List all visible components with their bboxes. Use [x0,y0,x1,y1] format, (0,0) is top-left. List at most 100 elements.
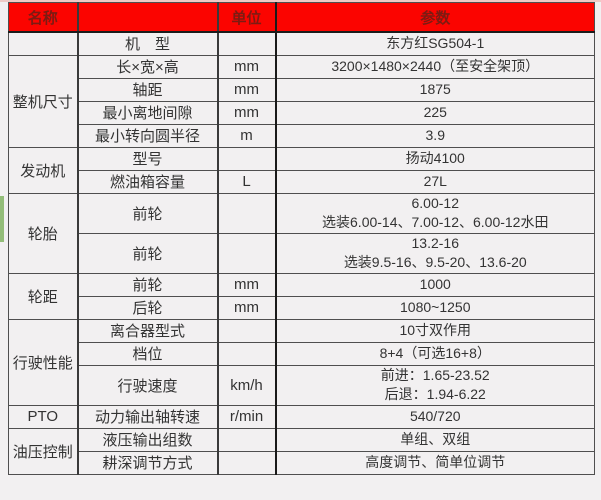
value-line: 单组、双组 [400,431,471,447]
header-row: 名称 单位 参数 [8,2,595,33]
value-cell: 东方红SG504-1 [274,31,595,56]
value-cell: 10寸双作用 [274,318,595,343]
name-cell: 档位 [76,341,218,366]
value-line: 27L [423,173,447,189]
name-cell: 后轮 [76,295,218,320]
value-cell: 540/720 [274,404,595,429]
name-cell: 长×宽×高 [76,54,218,79]
green-strip [0,196,4,242]
value-line: 3200×1480×2440（至安全架顶） [331,58,540,74]
value-cell: 1080~1250 [274,295,595,320]
spec-table: 名称 单位 参数 机 型东方红SG504-1 整机尺寸 长×宽×高 mm 3200×14… [8,2,595,475]
unit-cell [216,427,276,452]
unit-cell: mm [216,54,276,79]
value-line: 8+4（可选16+8） [379,345,491,361]
table-row: 机 型 东方红SG504-1 [8,31,595,56]
name-cell: 前轮 [76,272,218,297]
name-cell: 前轮 [76,192,218,234]
value-cell: 3.9 [274,123,595,148]
unit-cell: r/min [216,404,276,429]
unit-cell [216,146,276,171]
name-cell: 型号 [76,146,218,171]
header-cell-unit: 单位 [216,2,276,33]
name-cell: 离合器型式 [76,318,218,343]
unit-cell [216,232,276,274]
value-cell: 1000 [274,272,595,297]
value-line: 选装6.00-14、7.00-12、6.00-12水田 [322,214,549,230]
value-cell: 8+4（可选16+8） [274,341,595,366]
value-line: 高度调节、简单位调节 [365,454,506,470]
value-line: 后退：1.94-6.22 [384,386,486,402]
table-row: 最小转向圆半径 m 3.9 [9,123,595,148]
value-cell: 单组、双组 [274,427,595,452]
table-row: 档位 8+4（可选16+8） [9,341,595,366]
table-row: 行驶性能 离合器型式 10寸双作用 [8,318,595,406]
value-line: 选装9.5-16、9.5-20、13.6-20 [343,254,527,270]
unit-cell: mm [216,272,276,297]
table-row: 轴距 mm 1875 [9,77,595,102]
table-row: 耕深调节方式 高度调节、简单位调节 [9,450,595,475]
name-cell: 燃油箱容量 [76,169,218,194]
group-cell: 油压控制 [8,427,78,475]
group-cell: 轮胎 [8,192,78,274]
value-line: 1875 [419,81,451,97]
value-line: 540/720 [409,408,461,424]
table-row: 发动机 型号 扬动4100 [8,146,595,194]
unit-cell [216,318,276,343]
name-cell: 液压输出组数 [76,427,218,452]
value-line: 东方红SG504-1 [386,35,485,52]
unit-cell: mm [216,77,276,102]
spec-table-body: 机 型东方红SG504-1 整机尺寸 长×宽×高 mm 3200×1480×2440（至… [8,31,595,475]
value-cell: 6.00-12 选装6.00-14、7.00-12、6.00-12水田 [274,192,595,234]
unit-cell [216,341,276,366]
unit-cell: mm [216,295,276,320]
name-cell: 动力输出轴转速 [76,404,218,429]
value-line: 1080~1250 [400,299,471,315]
value-cell: 225 [274,100,595,125]
value-cell: 扬动4100 [274,146,595,171]
value-cell: 前进：1.65-23.52 后退：1.94-6.22 [274,364,595,406]
value-cell: 高度调节、简单位调节 [274,450,595,475]
group-cell: PTO [8,404,78,429]
value-line: 6.00-12 [411,195,459,211]
group-cell [8,31,78,56]
name-cell: 前轮 [76,232,218,274]
value-line: 225 [423,104,447,120]
name-cell: 耕深调节方式 [76,450,218,475]
value-cell: 13.2-16 选装9.5-16、9.5-20、13.6-20 [274,232,595,274]
table-row: 轮胎 前轮 6.00-12 选装6.00-14、7.00-12、6.00-12水田 [8,192,595,274]
value-line: 10寸双作用 [399,322,472,338]
value-line: 1000 [419,276,451,292]
table-row: 最小离地间隙 mm 225 [9,100,595,125]
unit-cell: m [216,123,276,148]
name-cell: 最小离地间隙 [76,100,218,125]
table-row: 后轮 mm 1080~1250 [9,295,595,320]
unit-cell: L [216,169,276,194]
name-cell: 机 型 [76,31,218,56]
table-row: 燃油箱容量 L 27L [9,169,595,194]
header-cell-blank [76,2,218,33]
top-edge-strip [0,0,601,2]
value-cell: 1875 [274,77,595,102]
group-cell: 发动机 [8,146,78,194]
name-cell: 行驶速度 [76,364,218,406]
table-row: 行驶速度 km/h 前进：1.65-23.52 后退：1.94-6.22 [9,364,595,406]
unit-cell: km/h [216,364,276,406]
value-line: 扬动4100 [405,150,465,166]
header-cell-name: 名称 [8,2,78,33]
value-line: 13.2-16 [411,235,459,251]
table-row: 前轮 13.2-16 选装9.5-16、9.5-20、13.6-20 [9,232,595,274]
group-cell: 整机尺寸 [8,54,78,148]
value-cell: 3200×1480×2440（至安全架顶） [274,54,595,79]
spec-table-header: 名称 单位 参数 [8,2,595,33]
table-row: 轮距 前轮 mm 1000 [8,272,595,320]
table-row: 油压控制 液压输出组数 单组、双组 [8,427,595,475]
value-cell: 27L [274,169,595,194]
unit-cell [216,450,276,475]
table-row: PTO 动力输出轴转速 r/min 540/720 [8,404,595,429]
value-line: 3.9 [425,127,445,143]
value-line: 前进：1.65-23.52 [380,367,490,383]
unit-cell [216,192,276,234]
table-row: 整机尺寸 长×宽×高 mm 3200×1480×2440（至安全架顶） [8,54,595,148]
